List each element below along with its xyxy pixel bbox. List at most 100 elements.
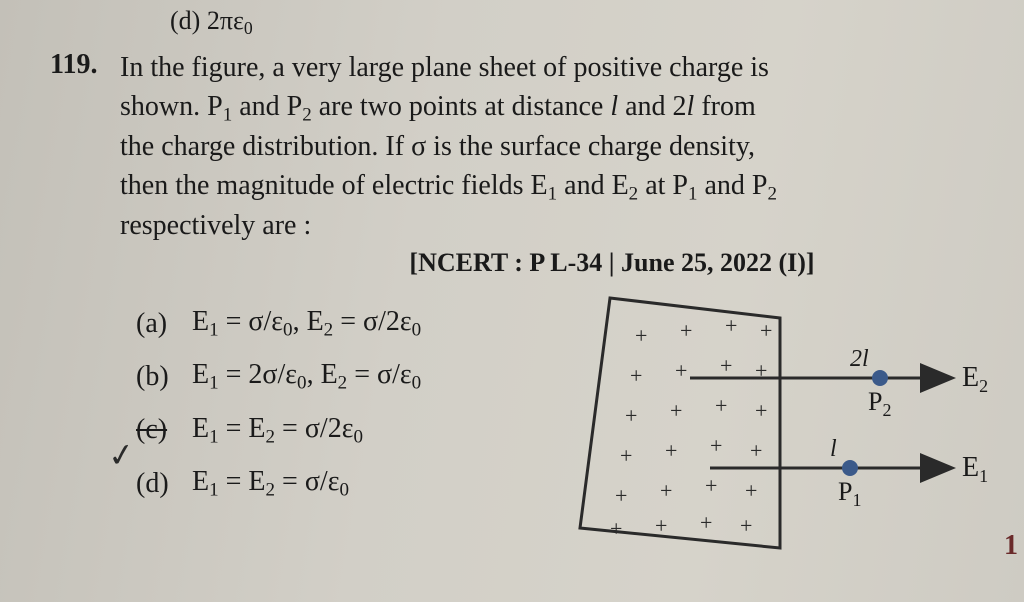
oa-s3: 2 <box>324 319 334 340</box>
figure-diagram: ++++ ++++ ++++ ++++ ++++ ++++ 2l P2 E2 l… <box>550 288 974 568</box>
svg-text:+: + <box>615 483 627 508</box>
oa-s4: 0 <box>412 319 422 340</box>
svg-text:+: + <box>665 438 677 463</box>
svg-text:+: + <box>675 358 687 383</box>
label-p2: P2 <box>868 387 891 420</box>
margin-number: 1 <box>1004 530 1018 562</box>
oc-t2: = σ/2ε <box>275 413 353 444</box>
q-line5: respectively are : <box>120 210 311 241</box>
q-e1-sub: 1 <box>548 183 558 204</box>
question-number: 119. <box>50 49 120 81</box>
option-b: (b) E1 = 2σ/ε0, E2 = σ/ε0 <box>136 359 550 394</box>
oa-s1: 1 <box>209 319 219 340</box>
oc-t1: = E <box>219 413 266 444</box>
q-line1: In the figure, a very large plane sheet … <box>120 52 769 83</box>
q-line4b: and E <box>557 170 629 201</box>
oa-s2: 0 <box>283 319 293 340</box>
option-b-label: (b) <box>136 361 192 393</box>
prev-option-expr: 2πε <box>207 6 244 35</box>
option-d-expr: E1 = E2 = σ/ε0 <box>192 466 349 501</box>
od-t1: = E <box>219 466 266 497</box>
svg-text:+: + <box>630 363 642 388</box>
oa-e2: , E <box>293 306 324 337</box>
svg-text:+: + <box>720 353 732 378</box>
diagram-svg: ++++ ++++ ++++ ++++ ++++ ++++ 2l P2 E2 l… <box>550 288 1010 568</box>
plus-grid: ++++ ++++ ++++ ++++ ++++ ++++ <box>610 313 772 541</box>
option-a: (a) E1 = σ/ε0, E2 = σ/2ε0 <box>136 306 550 341</box>
ob-s4: 0 <box>412 373 422 394</box>
od-s3: 0 <box>339 479 349 500</box>
ob-t2: = σ/ε <box>347 359 411 390</box>
source-citation: [NCERT : P L-34 | June 25, 2022 (I)] <box>250 248 974 278</box>
oa-e1: E <box>192 306 209 337</box>
ob-t1: = 2σ/ε <box>219 359 297 390</box>
q-p2b-sub: 2 <box>767 183 777 204</box>
label-e1: E1 <box>962 452 988 486</box>
svg-text:+: + <box>745 478 757 503</box>
option-c: (c) E1 = E2 = σ/2ε0 <box>136 413 550 448</box>
q-line4c: at P <box>638 170 688 201</box>
svg-text:+: + <box>625 403 637 428</box>
q-e2-sub: 2 <box>629 183 639 204</box>
label-2l: 2l <box>850 346 869 372</box>
q-line2e: from <box>694 91 755 122</box>
q-line2c: are two points at distance <box>312 91 611 122</box>
oc-s1: 1 <box>209 426 219 447</box>
od-e1: E <box>192 466 209 497</box>
oc-s2: 2 <box>266 426 276 447</box>
svg-text:+: + <box>660 478 672 503</box>
q-line2a: shown. P <box>120 91 223 122</box>
svg-text:+: + <box>725 313 737 338</box>
ob-s1: 1 <box>209 373 219 394</box>
oc-e1: E <box>192 413 209 444</box>
svg-text:+: + <box>635 323 647 348</box>
svg-text:+: + <box>705 473 717 498</box>
ob-e2: , E <box>307 359 338 390</box>
ob-e1: E <box>192 359 209 390</box>
label-l: l <box>830 436 837 462</box>
q-line2d: and 2 <box>618 91 686 122</box>
lower-region: (a) E1 = σ/ε0, E2 = σ/2ε0 (b) E1 = 2σ/ε0… <box>50 288 974 568</box>
q-line4d: and P <box>697 170 767 201</box>
option-d-label: (d) <box>136 468 192 500</box>
q-line4a: then the magnitude of electric fields E <box>120 170 548 201</box>
od-s2: 2 <box>266 479 276 500</box>
ob-s3: 2 <box>338 373 348 394</box>
svg-text:+: + <box>655 513 667 538</box>
prev-option-label: (d) <box>170 6 207 35</box>
option-c-expr: E1 = E2 = σ/2ε0 <box>192 413 363 448</box>
prev-option-sub: 0 <box>244 18 253 38</box>
option-a-label: (a) <box>136 308 192 340</box>
option-d: (d) E1 = E2 = σ/ε0 <box>136 466 550 501</box>
oa-t2: = σ/2ε <box>333 306 411 337</box>
svg-text:+: + <box>670 398 682 423</box>
ob-s2: 0 <box>297 373 307 394</box>
option-a-expr: E1 = σ/ε0, E2 = σ/2ε0 <box>192 306 421 341</box>
q-p1-sub: 1 <box>223 104 233 125</box>
od-s1: 1 <box>209 479 219 500</box>
svg-text:+: + <box>760 318 772 343</box>
svg-text:+: + <box>715 393 727 418</box>
od-t2: = σ/ε <box>275 466 339 497</box>
question-row: 119. In the figure, a very large plane s… <box>50 49 974 246</box>
label-e2: E2 <box>962 362 988 396</box>
q-l1: l <box>610 91 618 122</box>
previous-option-fragment: (d) 2πε0 <box>170 6 974 39</box>
options-list: (a) E1 = σ/ε0, E2 = σ/2ε0 (b) E1 = 2σ/ε0… <box>50 288 550 519</box>
oa-t1: = σ/ε <box>219 306 283 337</box>
point-p1-dot <box>842 460 858 476</box>
svg-text:+: + <box>710 433 722 458</box>
svg-text:+: + <box>755 398 767 423</box>
page: { "top_fragment_prefix": "(d) ", "top_fr… <box>0 0 1024 602</box>
svg-text:+: + <box>680 318 692 343</box>
q-p2-sub: 2 <box>302 104 312 125</box>
oc-s3: 0 <box>353 426 363 447</box>
svg-text:+: + <box>700 510 712 535</box>
label-p1: P1 <box>838 477 861 510</box>
svg-text:+: + <box>750 438 762 463</box>
svg-text:+: + <box>620 443 632 468</box>
option-b-expr: E1 = 2σ/ε0, E2 = σ/ε0 <box>192 359 421 394</box>
option-c-label: (c) <box>136 414 192 446</box>
point-p2-dot <box>872 370 888 386</box>
svg-text:+: + <box>610 516 622 541</box>
